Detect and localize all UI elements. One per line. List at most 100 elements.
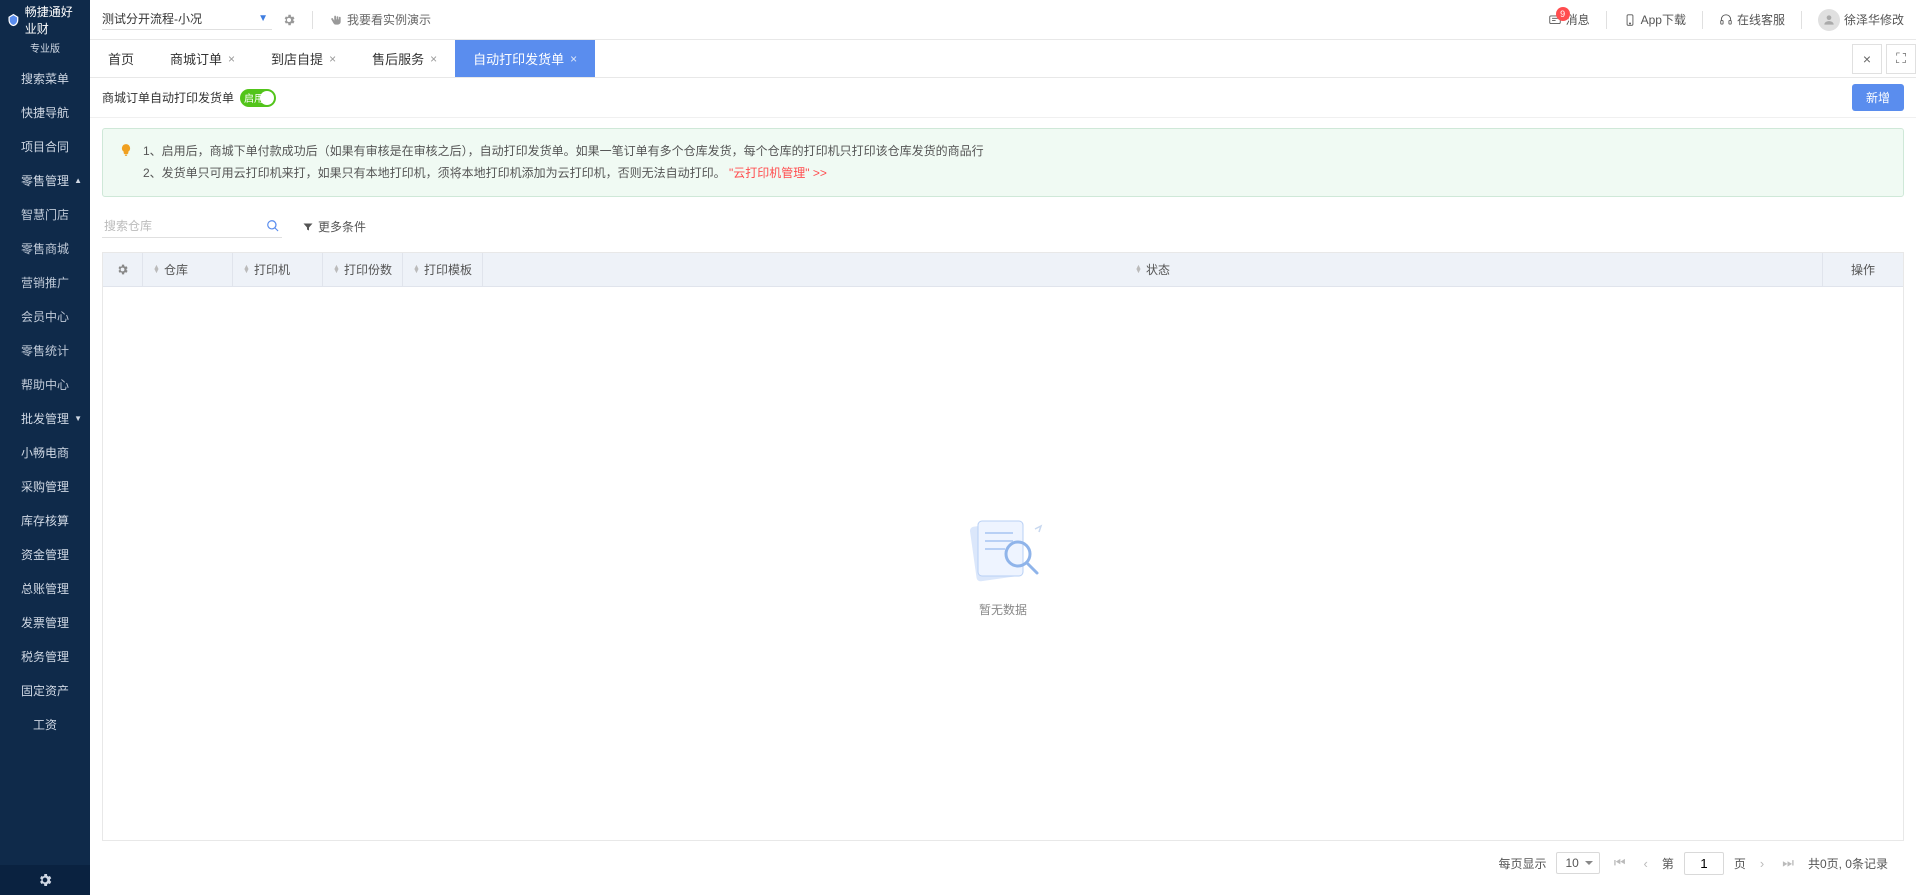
gear-icon <box>116 263 129 276</box>
sidebar-item-funds[interactable]: 资金管理 <box>0 537 90 571</box>
sidebar-item-retailstats[interactable]: 零售统计 <box>0 333 90 367</box>
divider <box>1801 11 1802 29</box>
th-printer[interactable]: ▲▼打印机 <box>233 253 323 286</box>
last-page-button[interactable]: ⏭ <box>1778 855 1798 871</box>
sidebar-item-smartstore[interactable]: 智慧门店 <box>0 197 90 231</box>
tab-pickup[interactable]: 到店自提× <box>253 40 354 77</box>
avatar <box>1818 9 1840 31</box>
sort-icon: ▲▼ <box>333 266 340 274</box>
tab-mall-order[interactable]: 商城订单× <box>152 40 253 77</box>
close-icon[interactable]: × <box>430 52 437 66</box>
tab-home[interactable]: 首页 <box>90 40 152 77</box>
gear-icon <box>37 872 53 888</box>
first-page-button[interactable]: ⏮ <box>1610 855 1630 871</box>
close-all-tabs-button[interactable]: × <box>1852 44 1882 74</box>
filter-row: 更多条件 <box>102 215 1904 238</box>
th-status[interactable]: ▲▼状态 <box>483 253 1823 286</box>
sidebar-item-retail[interactable]: 零售管理▲ <box>0 163 90 197</box>
flow-selector[interactable]: 测试分开流程-小况 ▼ <box>102 10 272 30</box>
toggle-title: 商城订单自动打印发货单 <box>102 89 234 106</box>
empty-text: 暂无数据 <box>979 601 1027 618</box>
message-button[interactable]: 9 消息 <box>1548 11 1590 28</box>
sidebar-item-marketing[interactable]: 营销推广 <box>0 265 90 299</box>
app-download-button[interactable]: App下载 <box>1623 11 1686 28</box>
th-template[interactable]: ▲▼打印模板 <box>403 253 483 286</box>
page-input[interactable] <box>1684 852 1724 875</box>
tab-autoprint[interactable]: 自动打印发货单× <box>455 40 595 77</box>
sidebar-item-salary[interactable]: 工资 <box>0 707 90 741</box>
brand-edition: 专业版 <box>0 40 90 61</box>
enable-toggle[interactable]: 启用 <box>240 89 276 107</box>
sidebar-item-ecommerce[interactable]: 小畅电商 <box>0 435 90 469</box>
close-icon[interactable]: × <box>329 52 336 66</box>
sidebar-item-quicknav[interactable]: 快捷导航 <box>0 95 90 129</box>
caret-down-icon: ▼ <box>74 414 82 423</box>
warehouse-search[interactable] <box>102 215 282 238</box>
tabs-actions: × ⛶ <box>1848 40 1916 77</box>
prev-page-button[interactable]: ‹ <box>1640 856 1652 871</box>
sidebar-item-wholesale[interactable]: 批发管理▼ <box>0 401 90 435</box>
toolbar: 商城订单自动打印发货单 启用 新增 <box>90 78 1916 118</box>
table-body: 暂无数据 <box>103 287 1903 840</box>
empty-icon <box>953 509 1053 589</box>
toggle-knob <box>260 91 274 105</box>
sidebar: 畅捷通好业财 专业版 搜索菜单 快捷导航 项目合同 零售管理▲ 智慧门店 零售商… <box>0 0 90 895</box>
tabs: 首页 商城订单× 到店自提× 售后服务× 自动打印发货单× <box>90 40 595 77</box>
sidebar-item-ledger[interactable]: 总账管理 <box>0 571 90 605</box>
th-action: 操作 <box>1823 253 1903 286</box>
divider <box>1702 11 1703 29</box>
close-icon[interactable]: × <box>228 52 235 66</box>
pagination: 每页显示 10 ⏮ ‹ 第 页 › ⏭ 共0页, 0条记录 <box>102 841 1904 885</box>
sidebar-item-tax[interactable]: 税务管理 <box>0 639 90 673</box>
sort-icon: ▲▼ <box>243 266 250 274</box>
sidebar-item-search[interactable]: 搜索菜单 <box>0 61 90 95</box>
headset-icon <box>1719 13 1733 27</box>
topbar: 测试分开流程-小况 ▼ 我要看实例演示 9 消息 App下载 <box>90 0 1916 40</box>
sidebar-item-help[interactable]: 帮助中心 <box>0 367 90 401</box>
th-warehouse[interactable]: ▲▼仓库 <box>143 253 233 286</box>
flow-settings-icon[interactable] <box>282 13 296 27</box>
sidebar-item-inventory[interactable]: 库存核算 <box>0 503 90 537</box>
sort-icon: ▲▼ <box>1135 266 1142 274</box>
info-line-2: 2、发货单只可用云打印机来打，如果只有本地打印机，须将本地打印机添加为云打印机，… <box>143 163 984 185</box>
table: ▲▼仓库 ▲▼打印机 ▲▼打印份数 ▲▼打印模板 ▲▼状态 操作 <box>102 252 1904 841</box>
search-icon[interactable] <box>266 219 280 233</box>
page-summary: 共0页, 0条记录 <box>1808 855 1888 872</box>
sort-icon: ▲▼ <box>153 266 160 274</box>
sort-icon: ▲▼ <box>413 266 420 274</box>
sidebar-item-member[interactable]: 会员中心 <box>0 299 90 333</box>
sidebar-item-project[interactable]: 项目合同 <box>0 129 90 163</box>
th-copies[interactable]: ▲▼打印份数 <box>323 253 403 286</box>
user-menu[interactable]: 徐泽华修改 <box>1818 9 1904 31</box>
info-box: 1、启用后，商城下单付款成功后（如果有审核是在审核之后），自动打印发货单。如果一… <box>102 128 1904 197</box>
bulb-icon <box>119 143 133 157</box>
tabs-row: 首页 商城订单× 到店自提× 售后服务× 自动打印发货单× × ⛶ <box>90 40 1916 78</box>
chevron-down-icon: ▼ <box>258 13 268 24</box>
next-page-button[interactable]: › <box>1756 856 1768 871</box>
divider <box>312 11 313 29</box>
th-settings[interactable] <box>103 253 143 286</box>
sidebar-item-mall[interactable]: 零售商城 <box>0 231 90 265</box>
message-badge: 9 <box>1556 7 1570 21</box>
sidebar-settings[interactable] <box>0 865 90 895</box>
filter-icon <box>302 221 314 233</box>
close-icon[interactable]: × <box>570 52 577 66</box>
demo-link[interactable]: 我要看实例演示 <box>329 11 431 28</box>
brand-logo[interactable]: 畅捷通好业财 <box>0 0 90 40</box>
more-filter-button[interactable]: 更多条件 <box>302 218 366 235</box>
fullscreen-button[interactable]: ⛶ <box>1886 44 1916 74</box>
search-input[interactable] <box>104 219 266 233</box>
per-page-label: 每页显示 <box>1498 855 1546 872</box>
sidebar-item-assets[interactable]: 固定资产 <box>0 673 90 707</box>
new-button[interactable]: 新增 <box>1852 84 1904 111</box>
page-prefix: 第 <box>1662 855 1674 872</box>
tab-aftersale[interactable]: 售后服务× <box>354 40 455 77</box>
cloud-printer-link[interactable]: "云打印机管理" >> <box>729 166 827 180</box>
brand-icon <box>6 11 21 29</box>
brand-name: 畅捷通好业财 <box>25 3 84 37</box>
sidebar-item-invoice[interactable]: 发票管理 <box>0 605 90 639</box>
phone-icon <box>1623 13 1637 27</box>
per-page-select[interactable]: 10 <box>1556 852 1599 874</box>
service-button[interactable]: 在线客服 <box>1719 11 1785 28</box>
sidebar-item-purchase[interactable]: 采购管理 <box>0 469 90 503</box>
